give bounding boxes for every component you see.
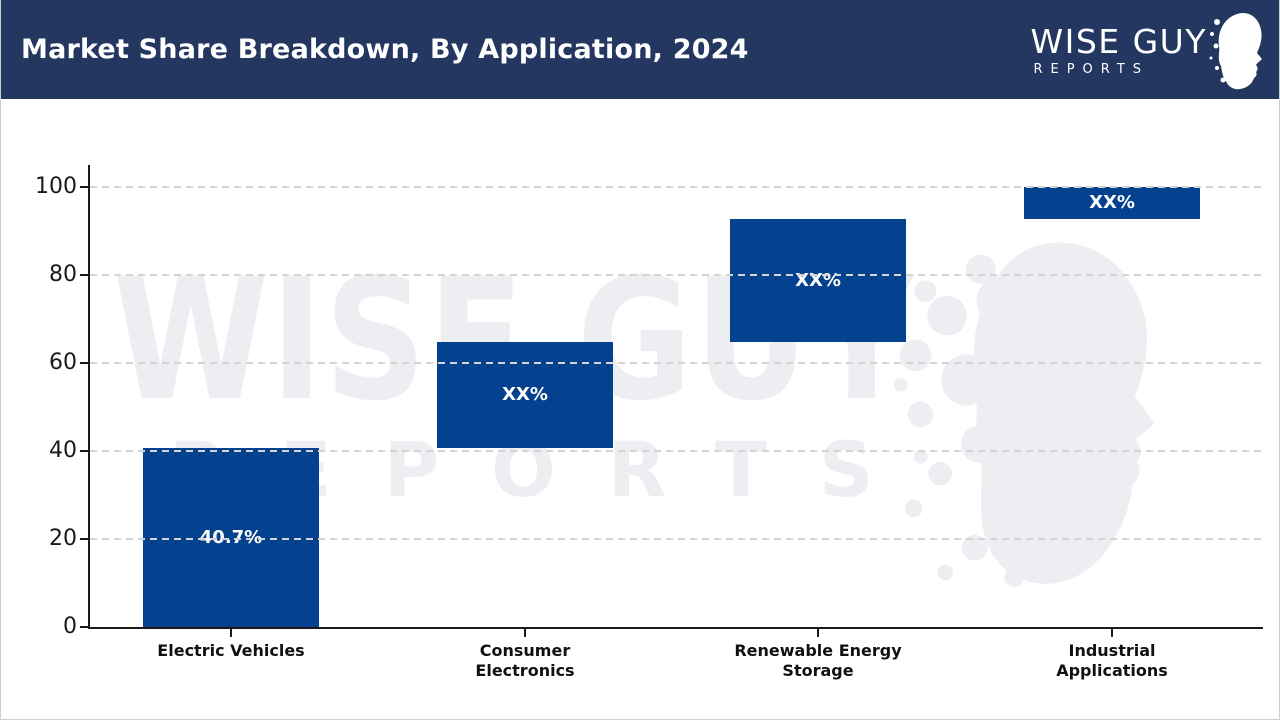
x-tickmark-industrial-applications (1111, 629, 1113, 637)
watermark-head-icon (893, 242, 1155, 588)
header: Market Share Breakdown, By Application, … (1, 0, 1279, 99)
x-label-line: Renewable Energy (734, 641, 902, 660)
bar-consumer-electronics: XX% (437, 341, 613, 448)
x-label-line: Industrial (1068, 641, 1156, 660)
y-tickmark-0 (80, 626, 89, 628)
x-label-renewable-energy-storage: Renewable Energy Storage (698, 641, 938, 681)
bar-value-label-consumer-electronics: XX% (502, 384, 548, 406)
gridline-20 (90, 538, 1263, 540)
y-tickmark-100 (80, 186, 89, 188)
y-tickmark-60 (80, 362, 89, 364)
page-title: Market Share Breakdown, By Application, … (21, 34, 749, 65)
y-tickmark-80 (80, 274, 89, 276)
y-tick-label-40: 40 (49, 438, 77, 463)
y-tickmark-40 (80, 450, 89, 452)
gridline-40 (90, 450, 1263, 452)
brand-logo: WISE GUY REPORTS (1030, 8, 1265, 92)
y-tick-label-0: 0 (63, 614, 77, 639)
gridline-60 (90, 362, 1263, 364)
bar-industrial-applications: XX% (1024, 187, 1200, 219)
bar-value-label-electric-vehicles: 40.7% (199, 526, 263, 548)
logo-head-icon (1209, 12, 1262, 90)
y-axis-line (88, 165, 90, 629)
x-label-line: Electronics (475, 661, 575, 680)
logo-wordmark: WISE GUY (1030, 21, 1207, 61)
y-tick-label-20: 20 (49, 526, 77, 551)
x-label-industrial-applications: Industrial Applications (992, 641, 1232, 681)
x-label-line: Electric Vehicles (157, 641, 305, 660)
x-tickmark-consumer-electronics (524, 629, 526, 637)
bar-renewable-energy-storage: XX% (730, 218, 906, 342)
x-label-line: Consumer (479, 641, 571, 660)
y-tick-label-80: 80 (49, 262, 77, 287)
gridline-80 (90, 274, 1263, 276)
bar-value-label-renewable-energy-storage: XX% (795, 269, 841, 291)
y-tick-label-60: 60 (49, 350, 77, 375)
logo-subtitle: REPORTS (1033, 61, 1150, 77)
x-tickmark-electric-vehicles (230, 629, 232, 637)
x-label-line: Applications (1056, 661, 1168, 680)
x-label-electric-vehicles: Electric Vehicles (111, 641, 351, 661)
x-label-line: Storage (782, 661, 854, 680)
bar-electric-vehicles: 40.7% (143, 447, 319, 627)
x-tickmark-renewable-energy-storage (817, 629, 819, 637)
x-label-consumer-electronics: Consumer Electronics (405, 641, 645, 681)
bar-value-label-industrial-applications: XX% (1089, 192, 1135, 214)
y-tickmark-20 (80, 538, 89, 540)
x-axis-line (88, 627, 1263, 629)
gridline-100 (90, 186, 1263, 188)
y-tick-label-100: 100 (35, 174, 77, 199)
logo-text: WISE GUY REPORTS (1030, 21, 1207, 77)
